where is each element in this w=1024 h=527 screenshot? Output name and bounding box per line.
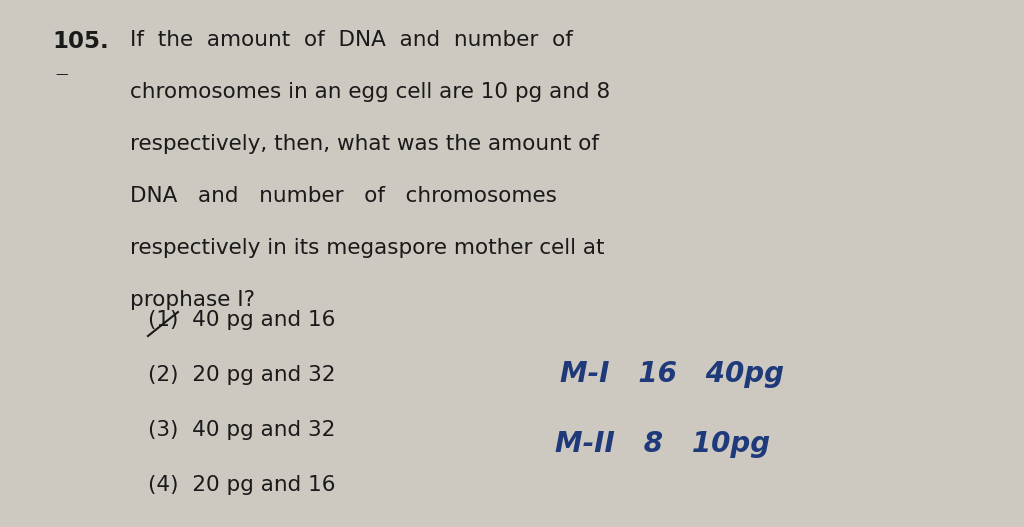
Text: DNA   and   number   of   chromosomes: DNA and number of chromosomes xyxy=(130,186,557,206)
Text: M-I   16   40pg: M-I 16 40pg xyxy=(560,360,784,388)
Text: (1)  40 pg and 16: (1) 40 pg and 16 xyxy=(148,310,336,330)
Text: 105.: 105. xyxy=(52,30,109,53)
Text: (2)  20 pg and 32: (2) 20 pg and 32 xyxy=(148,365,336,385)
Text: respectively in its megaspore mother cell at: respectively in its megaspore mother cel… xyxy=(130,238,604,258)
Text: (3)  40 pg and 32: (3) 40 pg and 32 xyxy=(148,420,336,440)
Text: chromosomes in an egg cell are 10 pg and 8: chromosomes in an egg cell are 10 pg and… xyxy=(130,82,610,102)
Text: —: — xyxy=(55,68,68,81)
Text: If  the  amount  of  DNA  and  number  of: If the amount of DNA and number of xyxy=(130,30,572,50)
Text: prophase I?: prophase I? xyxy=(130,290,255,310)
Text: (4)  20 pg and 16: (4) 20 pg and 16 xyxy=(148,475,336,495)
Text: M-II   8   10pg: M-II 8 10pg xyxy=(555,430,770,458)
Text: respectively, then, what was the amount of: respectively, then, what was the amount … xyxy=(130,134,599,154)
